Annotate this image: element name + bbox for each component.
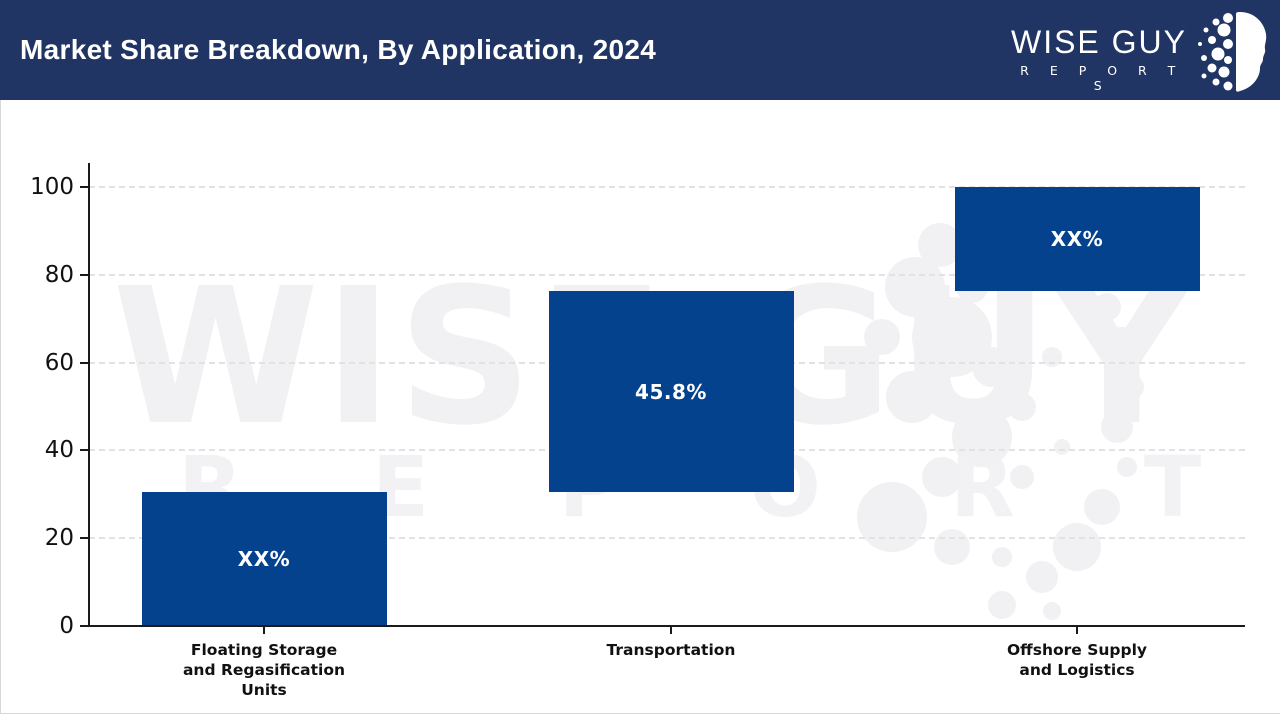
bar-value-label: XX% [1050,227,1104,252]
left-divider [0,100,1,713]
y-tick-label: 60 [44,349,74,376]
x-category-label-line: and Regasification [182,661,346,679]
x-category-label-line: Floating Storage [190,641,338,659]
brand-wordmark-sub: R E P O R T S [1020,63,1184,93]
brand-wordmark: WISE GUY R E P O R T S [1008,24,1190,93]
x-category-label-line: Offshore Supply [1007,641,1147,659]
y-tick-label: 80 [44,261,74,288]
x-tick-mark [263,626,265,634]
bar-segment: XX% [954,187,1200,292]
x-category-label-line: and Logistics [1019,661,1135,679]
brand-logo: WISE GUY R E P O R T S [1008,6,1268,94]
watermark-head-icon [857,218,1144,620]
y-tick-mark [80,449,88,452]
app-header: Market Share Breakdown, By Application, … [0,0,1280,100]
bar-value-label: XX% [237,547,291,572]
bar-segment: 45.8% [548,291,794,493]
y-tick-label: 0 [59,613,74,639]
x-category-label: Transportation [607,640,736,660]
y-tick-label: 20 [44,525,74,552]
brand-head-icon [1198,12,1267,92]
y-gridline [89,186,1245,188]
x-category-label-line: Units [241,681,287,699]
page-title: Market Share Breakdown, By Application, … [20,34,657,65]
y-tick-label: 100 [30,174,74,200]
y-tick-mark [80,273,88,276]
x-category-label: Floating Storage and Regasification Units [183,640,345,700]
y-tick-mark [80,625,88,627]
bottom-divider [0,713,1280,714]
y-axis [88,163,90,627]
y-gridline [89,273,1245,276]
x-tick-mark [670,626,672,634]
x-category-label: Offshore Supply and Logistics [1007,640,1147,680]
x-axis [88,625,1245,627]
y-tick-mark [80,361,88,364]
brand-wordmark-main: WISE GUY [1010,24,1187,60]
y-tick-label: 40 [44,437,74,464]
x-tick-mark [1076,626,1078,634]
y-gridline [89,537,1245,540]
bar-segment: XX% [141,492,387,626]
chart-plot-area: 0 20 40 60 80 100 XX% Floating Storage and Regas… [0,100,1280,720]
y-tick-mark [80,186,88,188]
x-category-label-line: Transportation [606,641,736,659]
bar-value-label: 45.8% [635,379,707,404]
y-tick-mark [80,537,88,540]
